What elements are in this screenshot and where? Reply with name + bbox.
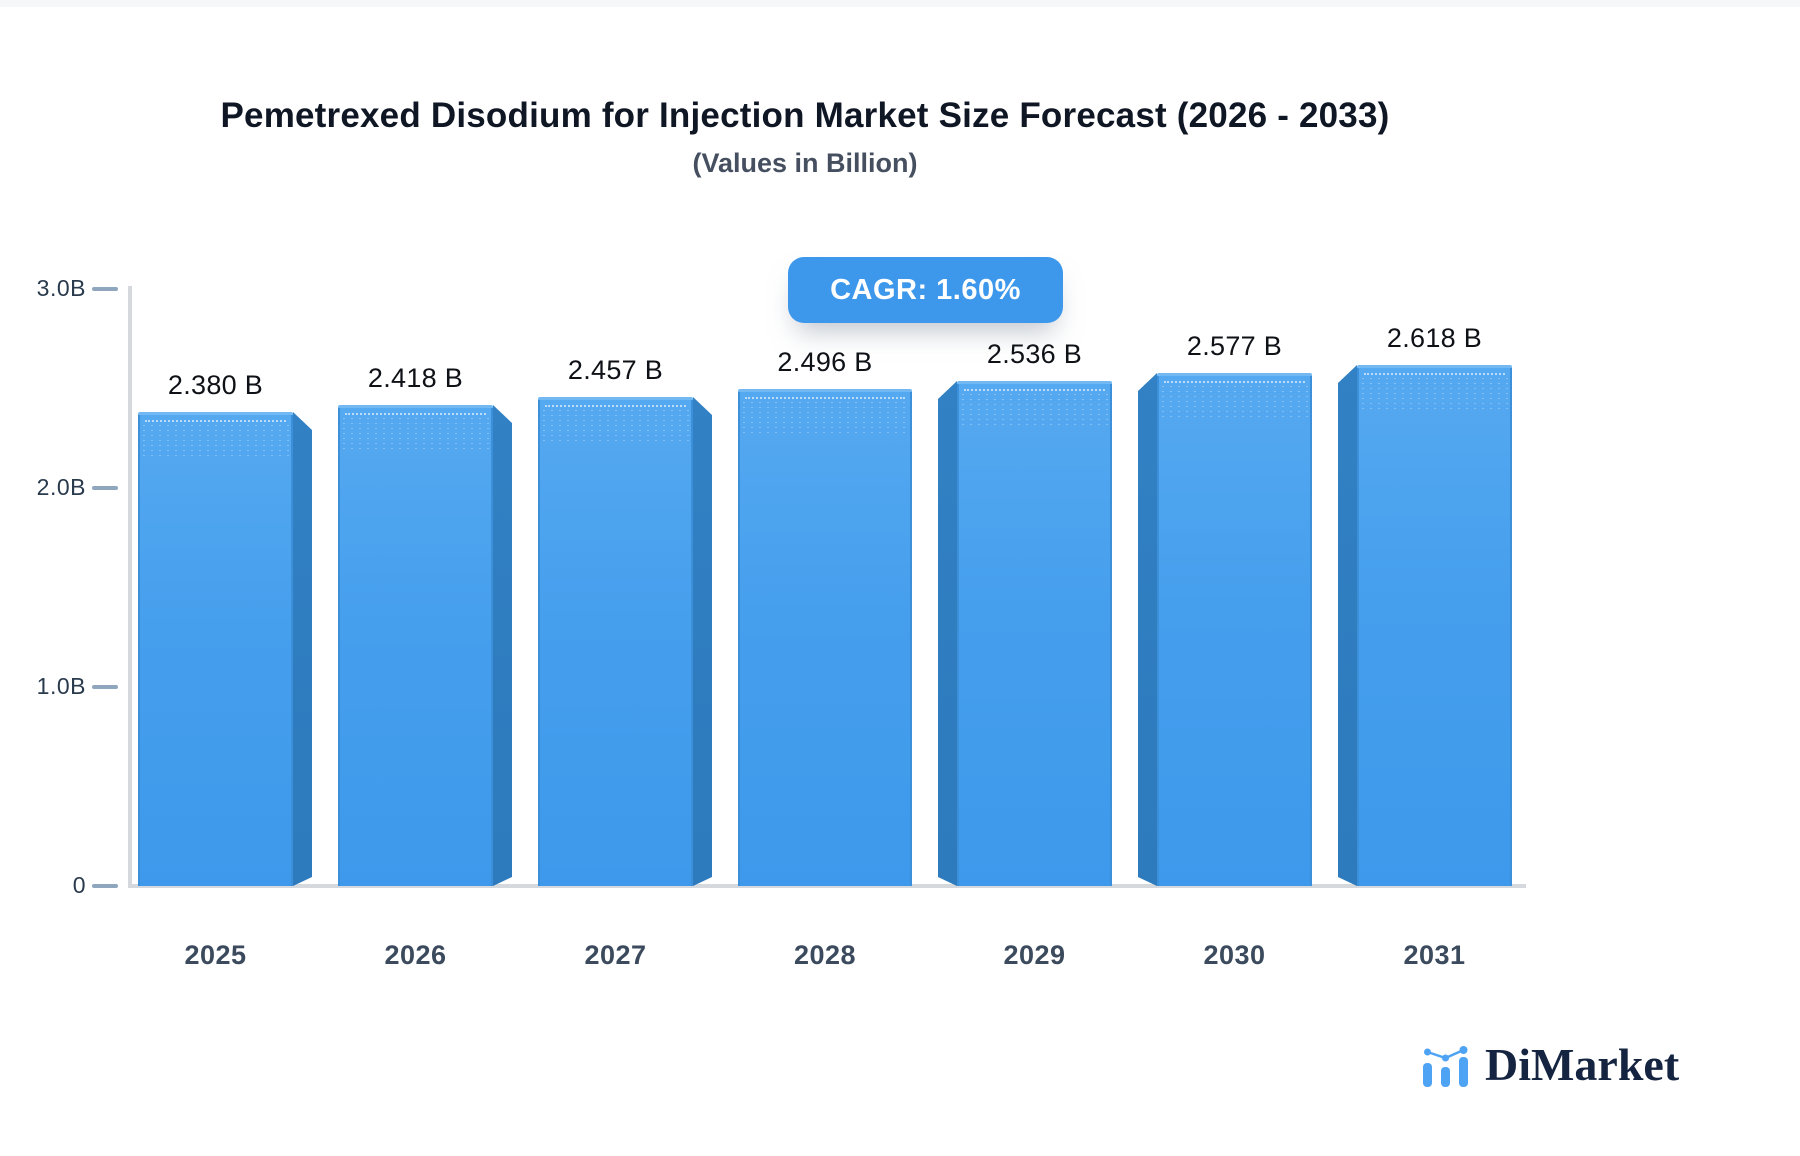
- y-tick-label: 0: [72, 872, 86, 898]
- bar-2027[interactable]: [538, 397, 712, 886]
- bar-2030[interactable]: [1138, 373, 1312, 886]
- x-axis-label: 2027: [584, 940, 647, 970]
- bar-texture: [740, 400, 910, 434]
- bar-top-dotted-line: [545, 405, 686, 407]
- bar-value-label: 2.457 B: [567, 355, 664, 385]
- bar-line-chart-icon: [1423, 1046, 1468, 1087]
- top-strip: [0, 0, 1800, 7]
- bar-value-label: 2.577 B: [1186, 331, 1283, 361]
- bar-face: [1157, 373, 1312, 886]
- bar-face: [957, 381, 1112, 886]
- bar-face: [1357, 365, 1512, 886]
- y-tick-dash: [92, 685, 118, 689]
- y-axis-line: [128, 286, 132, 888]
- bar-2025[interactable]: [138, 412, 312, 886]
- logo-text: DiMarket: [1485, 1039, 1680, 1090]
- chart-title: Pemetrexed Disodium for Injection Market…: [220, 96, 1390, 135]
- y-tick-label: 3.0B: [36, 275, 86, 301]
- bar-texture: [140, 423, 291, 457]
- bar-top-dotted-line: [1364, 373, 1505, 375]
- bar-3d-side: [938, 381, 957, 886]
- x-axis-label: 2030: [1203, 940, 1266, 970]
- bar-2029[interactable]: [938, 381, 1112, 886]
- bar-top-dotted-line: [1164, 381, 1305, 383]
- x-axis-label: 2031: [1403, 940, 1466, 970]
- cagr-badge-label: CAGR: 1.60%: [830, 273, 1021, 306]
- bar-face: [138, 412, 293, 886]
- bar-texture: [1359, 376, 1510, 410]
- y-tick-dash: [92, 884, 118, 888]
- bar-top-dotted-line: [345, 413, 486, 415]
- cagr-badge: CAGR: 1.60%: [788, 257, 1063, 323]
- x-axis-line: [128, 884, 1526, 888]
- bar-3d-side: [293, 412, 312, 886]
- bar-3d-side: [493, 405, 512, 886]
- y-tick-label: 2.0B: [36, 474, 86, 500]
- bar-face: [738, 389, 912, 886]
- x-axis-label: 2029: [1003, 940, 1066, 970]
- bar-texture: [540, 408, 691, 442]
- bar-top-dotted-line: [145, 420, 286, 422]
- x-axis-label: 2028: [793, 940, 857, 970]
- bar-3d-side: [1138, 373, 1157, 886]
- bar-face: [338, 405, 493, 886]
- bar-2031[interactable]: [1338, 365, 1512, 886]
- chart-subtitle: (Values in Billion): [692, 148, 918, 178]
- bar-texture: [340, 416, 491, 450]
- bar-top-dotted-line: [964, 389, 1105, 391]
- bar-value-label: 2.496 B: [777, 347, 873, 377]
- bar-3d-side: [693, 397, 712, 886]
- bar-face: [538, 397, 693, 886]
- bar-texture: [1159, 384, 1310, 418]
- bar-top-dotted-line: [745, 397, 905, 399]
- dimarket-logo[interactable]: DiMarket: [1420, 1040, 1679, 1090]
- bar-value-label: 2.418 B: [367, 363, 464, 393]
- bar-texture: [959, 392, 1110, 426]
- bar-value-label: 2.536 B: [986, 339, 1083, 369]
- bar-value-label: 2.618 B: [1386, 323, 1483, 353]
- y-tick-label: 1.0B: [36, 673, 86, 699]
- y-tick-dash: [92, 287, 118, 291]
- x-axis-label: 2026: [384, 940, 447, 970]
- bar-2026[interactable]: [338, 405, 512, 886]
- bar-3d-side: [1338, 365, 1357, 886]
- x-axis-label: 2025: [184, 940, 247, 970]
- bar-2028[interactable]: [738, 389, 912, 886]
- y-tick-dash: [92, 486, 118, 490]
- bar-value-label: 2.380 B: [167, 370, 264, 400]
